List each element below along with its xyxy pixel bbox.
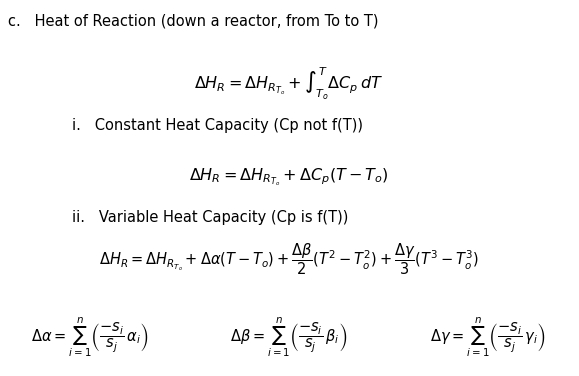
- Text: ii.   Variable Heat Capacity (Cp is f(T)): ii. Variable Heat Capacity (Cp is f(T)): [72, 210, 349, 225]
- Text: $\Delta\beta = \sum_{i=1}^{n}\left(\dfrac{-\mathit{s}_i}{\mathit{s}_j}\,\beta_i\: $\Delta\beta = \sum_{i=1}^{n}\left(\dfra…: [230, 316, 347, 359]
- Text: $\Delta\alpha = \sum_{i=1}^{n}\left(\dfrac{-\mathit{s}_i}{\mathit{s}_j}\,\alpha_: $\Delta\alpha = \sum_{i=1}^{n}\left(\dfr…: [31, 316, 149, 359]
- Text: i.   Constant Heat Capacity (Cp not f(T)): i. Constant Heat Capacity (Cp not f(T)): [72, 118, 363, 133]
- Text: $\Delta\gamma = \sum_{i=1}^{n}\left(\dfrac{-\mathit{s}_i}{\mathit{s}_j}\,\gamma_: $\Delta\gamma = \sum_{i=1}^{n}\left(\dfr…: [430, 316, 546, 359]
- Text: $\Delta H_R = \Delta H_{R_{T_o}} + \Delta\alpha(T-T_o)+\dfrac{\Delta\beta}{2}(T^: $\Delta H_R = \Delta H_{R_{T_o}} + \Delt…: [99, 241, 479, 277]
- Text: c.   Heat of Reaction (down a reactor, from To to T): c. Heat of Reaction (down a reactor, fro…: [8, 14, 379, 29]
- Text: $\Delta H_R = \Delta H_{R_{T_o}} + \Delta C_p(T - T_o)$: $\Delta H_R = \Delta H_{R_{T_o}} + \Delt…: [189, 166, 389, 188]
- Text: $\Delta H_R = \Delta H_{R_{T_o}} + \int_{T_o}^{T} \Delta C_p \, dT$: $\Delta H_R = \Delta H_{R_{T_o}} + \int_…: [195, 66, 383, 102]
